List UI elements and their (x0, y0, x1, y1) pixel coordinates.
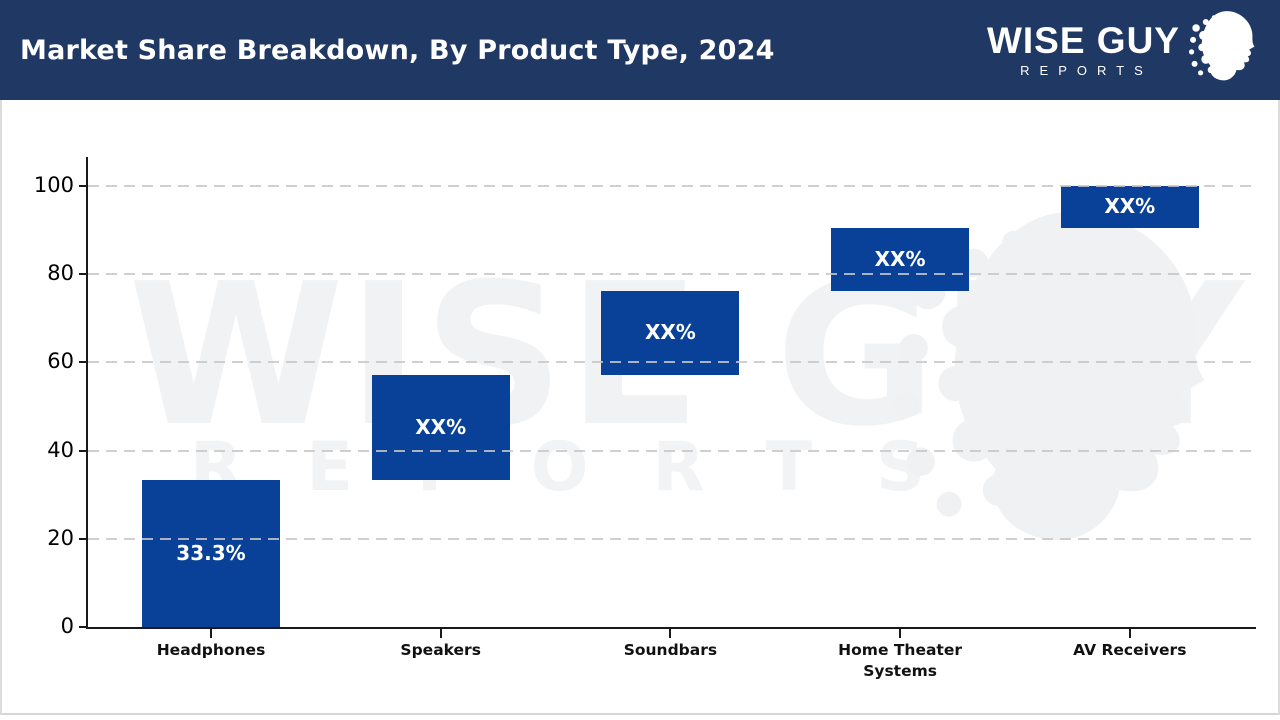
x-tick-mark (439, 629, 442, 638)
bar-value-label: XX% (1104, 194, 1156, 219)
bar-headphones (142, 480, 280, 627)
x-category-label: AV Receivers (1073, 641, 1187, 659)
y-tick-label: 0 (60, 614, 74, 638)
x-tick-mark (669, 629, 672, 638)
bar-value-label: 33.3% (176, 540, 246, 565)
brand-subtitle: REPORTS (1020, 63, 1153, 78)
y-axis-line (86, 157, 88, 629)
gridline-100 (88, 185, 1256, 187)
bar-value-label: XX% (874, 246, 926, 271)
header-bar: Market Share Breakdown, By Product Type,… (0, 0, 1280, 100)
y-tick-mark (79, 537, 88, 540)
bar-speakers (371, 375, 510, 481)
x-axis-line (86, 627, 1256, 629)
y-tick-mark (79, 185, 88, 187)
x-tick-mark (210, 629, 212, 638)
brand-head-icon (1188, 11, 1255, 81)
watermark-text-secondary: REPORTS (190, 428, 990, 507)
x-tick-mark (899, 629, 902, 638)
gridline-40 (88, 449, 1256, 452)
bar-av-receivers (1060, 186, 1199, 229)
bar-value-label: XX% (644, 320, 696, 345)
y-tick-mark (79, 361, 88, 364)
y-tick-label: 20 (47, 525, 74, 550)
gridline-60 (88, 361, 1256, 364)
bar-value-label: XX% (415, 414, 467, 439)
x-tick-mark (1128, 629, 1131, 638)
brand-name: WISE GUY (986, 20, 1180, 61)
brand-logo: WISE GUY REPORTS (987, 7, 1262, 93)
x-category-label: Soundbars (623, 641, 718, 659)
bar-soundbars (601, 290, 740, 376)
y-tick-mark (79, 449, 88, 452)
x-category-label: Headphones (156, 641, 266, 659)
y-tick-label: 40 (47, 437, 74, 462)
gridline-20 (88, 537, 1256, 540)
page-title: Market Share Breakdown, By Product Type,… (20, 34, 775, 66)
y-tick-mark (79, 273, 88, 276)
x-category-label: Home Theater Systems (838, 641, 962, 680)
y-tick-label: 60 (47, 349, 74, 374)
y-tick-label: 100 (33, 173, 74, 197)
brand-logo-text: WISE GUY REPORTS (987, 22, 1180, 78)
bar-home-theater-systems (831, 228, 970, 291)
x-category-label: Speakers (400, 641, 481, 659)
gridline-80 (88, 273, 1256, 276)
y-tick-label: 80 (47, 261, 74, 286)
y-tick-mark (79, 626, 88, 628)
